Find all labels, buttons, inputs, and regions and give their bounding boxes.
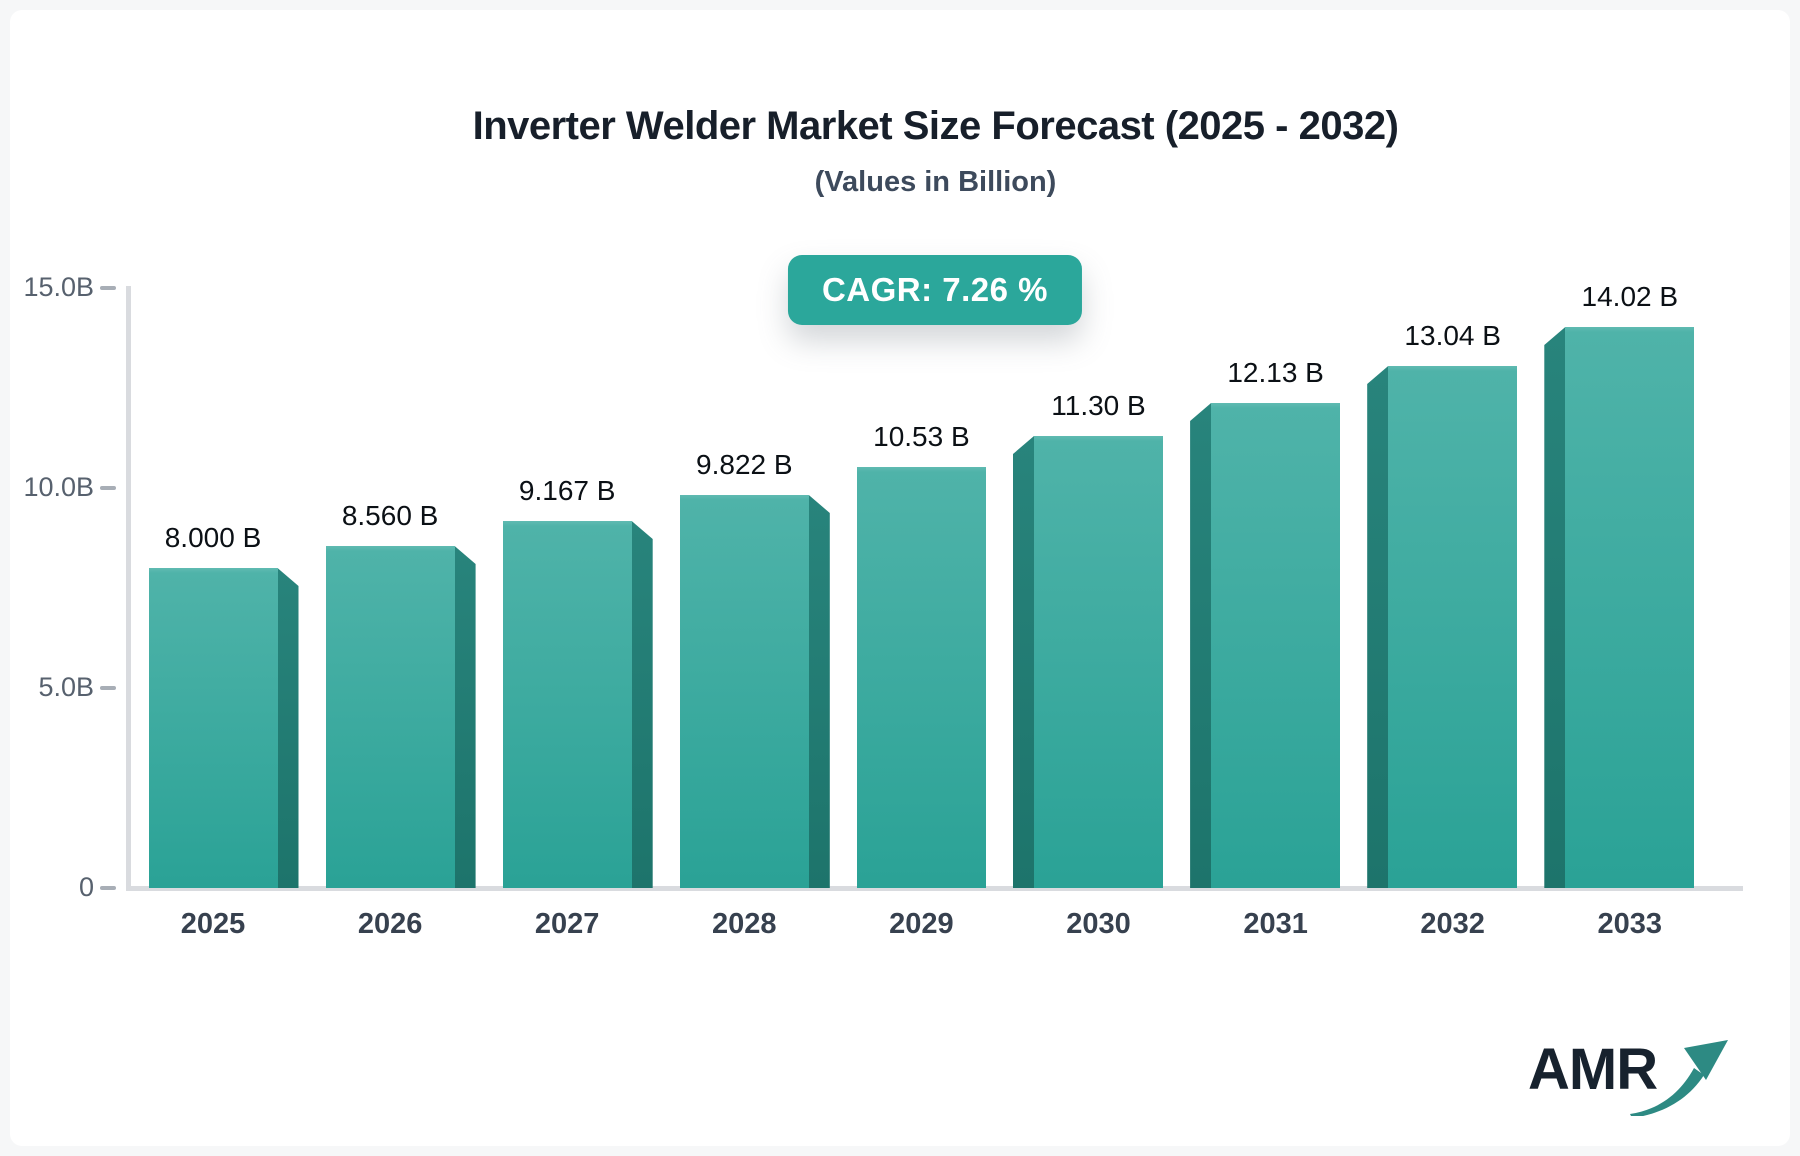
- bar-side-2032: [1367, 366, 1389, 888]
- y-tick-label: 15.0B: [23, 272, 94, 302]
- bar-2029: [856, 467, 986, 888]
- bar-value-label: 9.822 B: [696, 449, 793, 480]
- chart-title: Inverter Welder Market Size Forecast (20…: [472, 104, 1399, 148]
- bar-value-label: 13.04 B: [1404, 320, 1501, 351]
- bar-side-2025: [277, 568, 299, 888]
- x-axis-label-2026: 2026: [357, 908, 423, 940]
- bar-side-2033: [1544, 327, 1566, 888]
- amr-logo: AMR: [1528, 1030, 1738, 1120]
- bar-side-2026: [454, 546, 476, 888]
- bar-side-2028: [808, 495, 830, 888]
- bar-2027: [502, 521, 632, 888]
- y-tick-dash: [100, 686, 116, 690]
- x-axis-label-2032: 2032: [1420, 908, 1485, 940]
- bar-value-label: 8.000 B: [164, 522, 262, 553]
- y-tick-label: 10.0B: [23, 472, 94, 502]
- growth-arrow-icon: [1630, 1040, 1728, 1116]
- x-axis-label-2027: 2027: [534, 908, 600, 940]
- bar-2033: [1565, 327, 1695, 888]
- x-axis-label-2028: 2028: [712, 908, 777, 940]
- bar-2028: [679, 495, 809, 888]
- bar-2032: [1388, 366, 1518, 888]
- x-axis-label-2031: 2031: [1243, 908, 1308, 940]
- y-tick-dash: [100, 886, 116, 890]
- bar-value-label: 8.560 B: [341, 500, 439, 531]
- chart-subtitle: (Values in Billion): [814, 166, 1057, 198]
- x-axis-label-2030: 2030: [1066, 908, 1131, 940]
- bar-side-2027: [631, 521, 653, 888]
- y-tick-label: 0: [78, 872, 94, 902]
- bar-value-label: 9.167 B: [518, 475, 616, 506]
- bar-value-label: 10.53 B: [873, 421, 970, 452]
- bar-2026: [325, 546, 455, 888]
- bar-2030: [1034, 436, 1163, 888]
- y-tick-label: 5.0B: [38, 672, 94, 702]
- bar-2031: [1211, 403, 1341, 888]
- bar-side-2031: [1190, 403, 1212, 888]
- y-axis-line: [126, 286, 131, 891]
- bar-value-label: 11.30 B: [1051, 390, 1146, 421]
- x-axis-label-2025: 2025: [180, 908, 246, 940]
- bar-value-label: 14.02 B: [1581, 281, 1679, 312]
- x-axis-label-2029: 2029: [889, 908, 954, 940]
- x-axis-baseline: [126, 886, 1743, 891]
- x-axis-label-2033: 2033: [1597, 908, 1663, 940]
- cagr-badge: CAGR: 7.26 %: [787, 255, 1083, 325]
- bar-value-label: 12.13 B: [1227, 357, 1324, 388]
- bar-2025: [148, 568, 278, 888]
- bar-side-2030: [1013, 436, 1034, 888]
- amr-logo-text: AMR: [1528, 1037, 1658, 1102]
- y-tick-dash: [100, 486, 116, 490]
- y-tick-dash: [100, 286, 116, 290]
